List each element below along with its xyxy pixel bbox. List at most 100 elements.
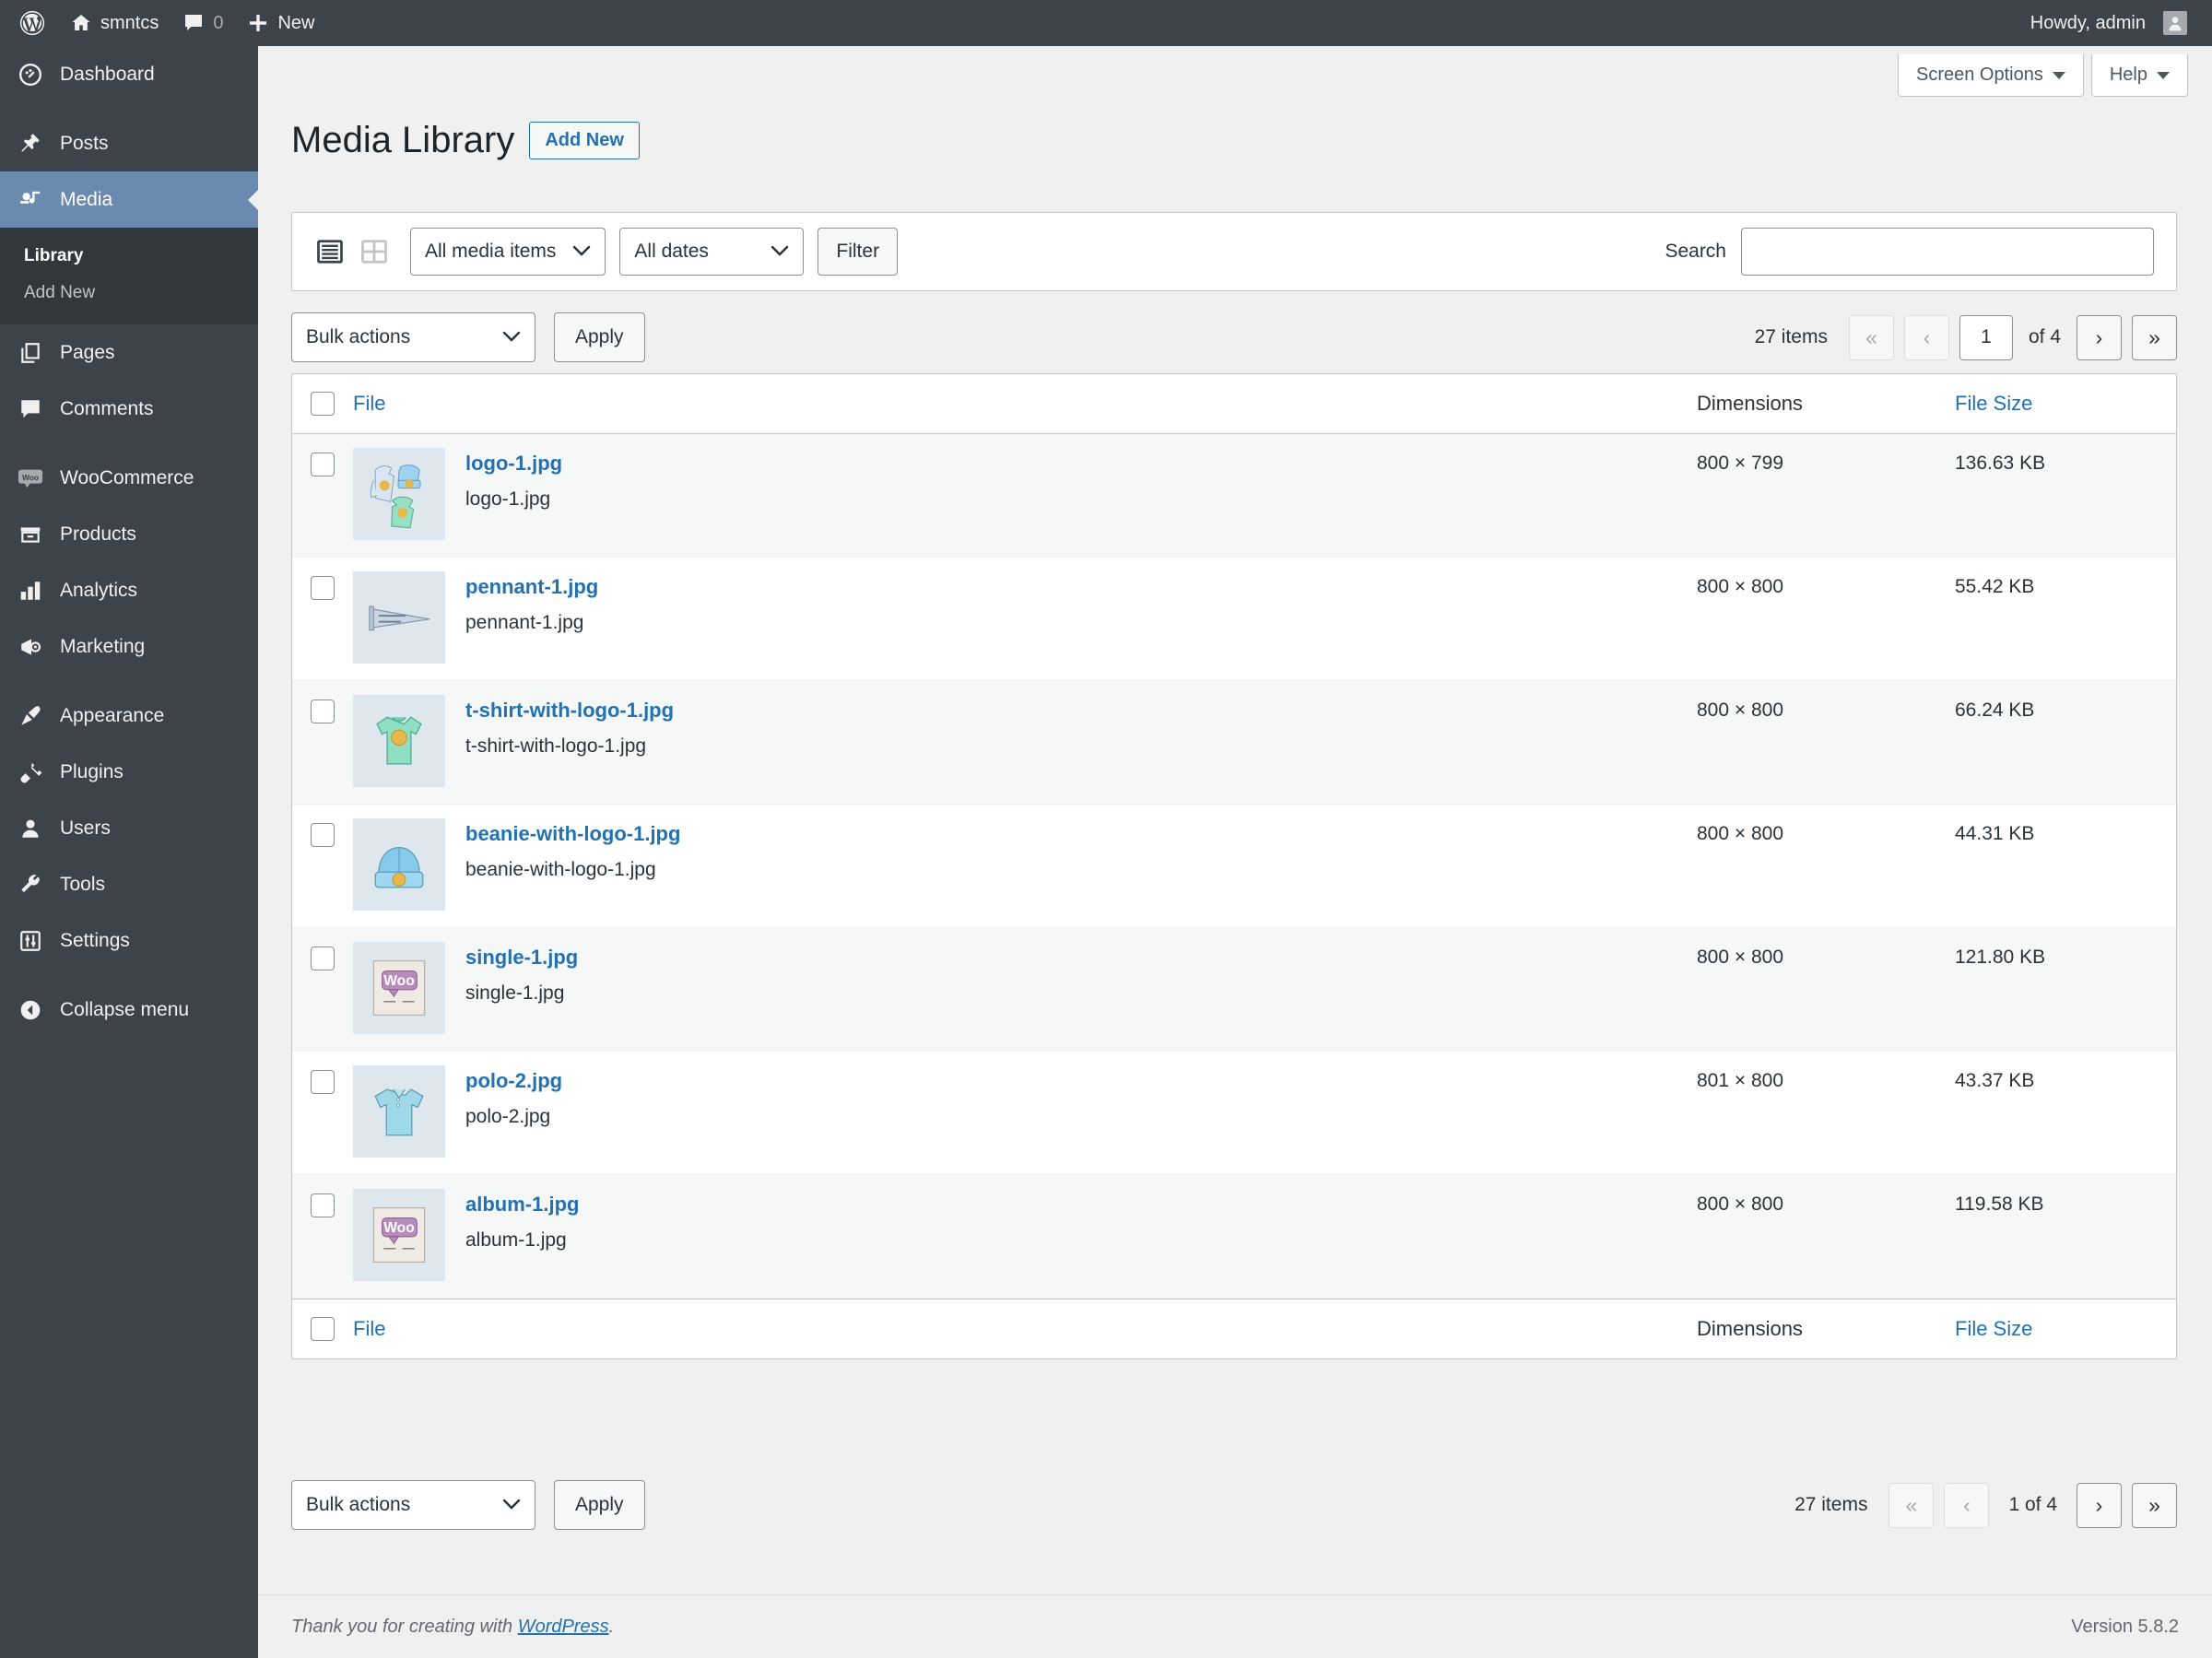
sidebar-item-media[interactable]: Media xyxy=(0,171,259,228)
wp-logo-menu[interactable] xyxy=(6,0,58,46)
pagination-top: 27 items « ‹ 1 of 4 › » xyxy=(1755,314,2177,360)
current-page-input-top[interactable]: 1 xyxy=(1959,314,2013,360)
first-page-button-top[interactable]: « xyxy=(1848,314,1894,360)
add-new-button[interactable]: Add New xyxy=(529,121,640,159)
site-name-menu[interactable]: smntcs xyxy=(58,0,171,46)
select-all-checkbox-bottom[interactable] xyxy=(311,1317,335,1341)
search-input[interactable] xyxy=(1741,228,2154,276)
media-table: File Dimensions File Size xyxy=(291,373,2177,1359)
svg-text:Woo: Woo xyxy=(383,973,415,989)
file-dimensions: 800 × 800 xyxy=(1697,823,1784,844)
row-checkbox[interactable] xyxy=(311,1194,335,1217)
items-count-bottom: 27 items xyxy=(1794,1494,1868,1515)
sidebar-item-marketing[interactable]: Marketing xyxy=(0,618,258,675)
sidebar-item-label: Appearance xyxy=(60,704,165,726)
submenu-item-add-new[interactable]: Add New xyxy=(24,283,96,302)
pagination-bottom: 27 items « ‹ 1 of 4 › » xyxy=(1794,1482,2177,1528)
avatar xyxy=(2163,11,2187,35)
menu-separator xyxy=(0,969,258,982)
comment-bubble-icon xyxy=(182,12,205,34)
file-name-link[interactable]: pennant-1.jpg xyxy=(465,575,599,598)
clothing-set-thumbnail[interactable] xyxy=(353,448,445,540)
woo-album-thumbnail[interactable]: Woo xyxy=(353,1189,445,1281)
sidebar-item-products[interactable]: Products xyxy=(0,506,258,562)
apply-button-top[interactable]: Apply xyxy=(554,312,645,362)
next-page-button-bottom[interactable]: › xyxy=(2077,1482,2122,1528)
file-dimensions: 800 × 800 xyxy=(1697,947,1784,968)
chevron-down-icon xyxy=(2052,71,2065,79)
media-type-select[interactable]: All media items xyxy=(410,228,606,276)
select-all-checkbox-top[interactable] xyxy=(311,392,335,416)
chevron-down-icon xyxy=(2157,71,2170,79)
column-header-file[interactable]: File xyxy=(353,392,386,415)
last-page-button-bottom[interactable]: » xyxy=(2132,1482,2177,1528)
sidebar-item-users[interactable]: Users xyxy=(0,800,258,856)
sidebar-item-label: WooCommerce xyxy=(60,466,194,488)
file-name-link[interactable]: t-shirt-with-logo-1.jpg xyxy=(465,699,675,722)
tshirt-thumbnail[interactable] xyxy=(353,695,445,787)
sidebar-item-settings[interactable]: Settings xyxy=(0,912,258,969)
row-checkbox[interactable] xyxy=(311,947,335,970)
file-name-link[interactable]: logo-1.jpg xyxy=(465,452,563,475)
file-dimensions: 800 × 800 xyxy=(1697,576,1784,597)
help-label: Help xyxy=(2109,65,2147,85)
beanie-thumbnail[interactable] xyxy=(353,818,445,911)
polo-shirt-thumbnail[interactable] xyxy=(353,1065,445,1158)
file-name-link[interactable]: single-1.jpg xyxy=(465,946,579,969)
sidebar-item-label: Marketing xyxy=(60,635,146,657)
column-header-file-size[interactable]: File Size xyxy=(1955,392,2033,415)
column-footer-file-size[interactable]: File Size xyxy=(1955,1317,2033,1340)
bulk-actions-select-bottom[interactable]: Bulk actions xyxy=(291,1480,535,1530)
sidebar-item-label: Media xyxy=(60,188,113,210)
column-footer-file[interactable]: File xyxy=(353,1317,386,1340)
first-page-button-bottom[interactable]: « xyxy=(1888,1482,1935,1528)
sidebar-item-pages[interactable]: Pages xyxy=(0,324,258,381)
filter-button[interactable]: Filter xyxy=(818,228,899,276)
list-view-icon[interactable] xyxy=(314,236,346,267)
prev-page-button-top[interactable]: ‹ xyxy=(1903,314,1949,360)
sidebar-item-plugins[interactable]: Plugins xyxy=(0,744,258,800)
screen-options-button[interactable]: Screen Options xyxy=(1898,54,2084,97)
admin-sidebar-menu: Dashboard Posts Media Library Add New Pa… xyxy=(0,46,259,1658)
grid-view-icon[interactable] xyxy=(359,236,390,267)
sidebar-item-tools[interactable]: Tools xyxy=(0,856,258,912)
row-checkbox[interactable] xyxy=(311,1070,335,1094)
next-page-button-top[interactable]: › xyxy=(2077,314,2122,360)
date-filter-select[interactable]: All dates xyxy=(619,228,805,276)
file-name-link[interactable]: album-1.jpg xyxy=(465,1193,580,1216)
sidebar-item-woocommerce[interactable]: Woo WooCommerce xyxy=(0,450,258,506)
wordpress-link[interactable]: WordPress xyxy=(517,1616,609,1637)
pennant-flag-thumbnail[interactable] xyxy=(353,571,445,664)
bulk-actions-value: Bulk actions xyxy=(306,326,411,347)
file-caption: t-shirt-with-logo-1.jpg xyxy=(465,735,647,757)
table-header-row: File Dimensions File Size xyxy=(292,374,2176,434)
row-checkbox[interactable] xyxy=(311,576,335,600)
last-page-button-top[interactable]: » xyxy=(2132,314,2177,360)
chevron-down-icon xyxy=(502,326,521,348)
row-checkbox[interactable] xyxy=(311,453,335,476)
woo-album-thumbnail[interactable]: Woo xyxy=(353,942,445,1034)
submenu-item-library[interactable]: Library xyxy=(24,246,84,265)
file-name-link[interactable]: beanie-with-logo-1.jpg xyxy=(465,822,681,845)
sidebar-item-comments[interactable]: Comments xyxy=(0,381,258,437)
menu-separator xyxy=(0,675,258,688)
comments-menu[interactable]: 0 xyxy=(171,0,235,46)
sidebar-item-appearance[interactable]: Appearance xyxy=(0,688,258,744)
sidebar-item-analytics[interactable]: Analytics xyxy=(0,562,258,618)
sidebar-item-dashboard[interactable]: Dashboard xyxy=(0,46,258,102)
sidebar-item-collapse-menu[interactable]: Collapse menu xyxy=(0,982,258,1038)
bulk-actions-select-top[interactable]: Bulk actions xyxy=(291,312,535,362)
file-name-link[interactable]: polo-2.jpg xyxy=(465,1069,563,1092)
apply-button-bottom[interactable]: Apply xyxy=(554,1480,645,1530)
table-row: Woo album-1.jpg album-1.jpg 800 × 800 11… xyxy=(292,1175,2176,1299)
file-size: 43.37 KB xyxy=(1955,1070,2035,1091)
new-content-menu[interactable]: New xyxy=(235,0,326,46)
sidebar-item-posts[interactable]: Posts xyxy=(0,115,258,171)
prev-page-button-bottom[interactable]: ‹ xyxy=(1944,1482,1990,1528)
media-submenu: Library Add New xyxy=(0,228,258,324)
help-button[interactable]: Help xyxy=(2090,54,2188,97)
row-checkbox[interactable] xyxy=(311,823,335,847)
row-checkbox[interactable] xyxy=(311,700,335,723)
my-account-menu[interactable]: Howdy, admin xyxy=(2018,0,2199,46)
column-header-dimensions: Dimensions xyxy=(1697,392,1803,415)
